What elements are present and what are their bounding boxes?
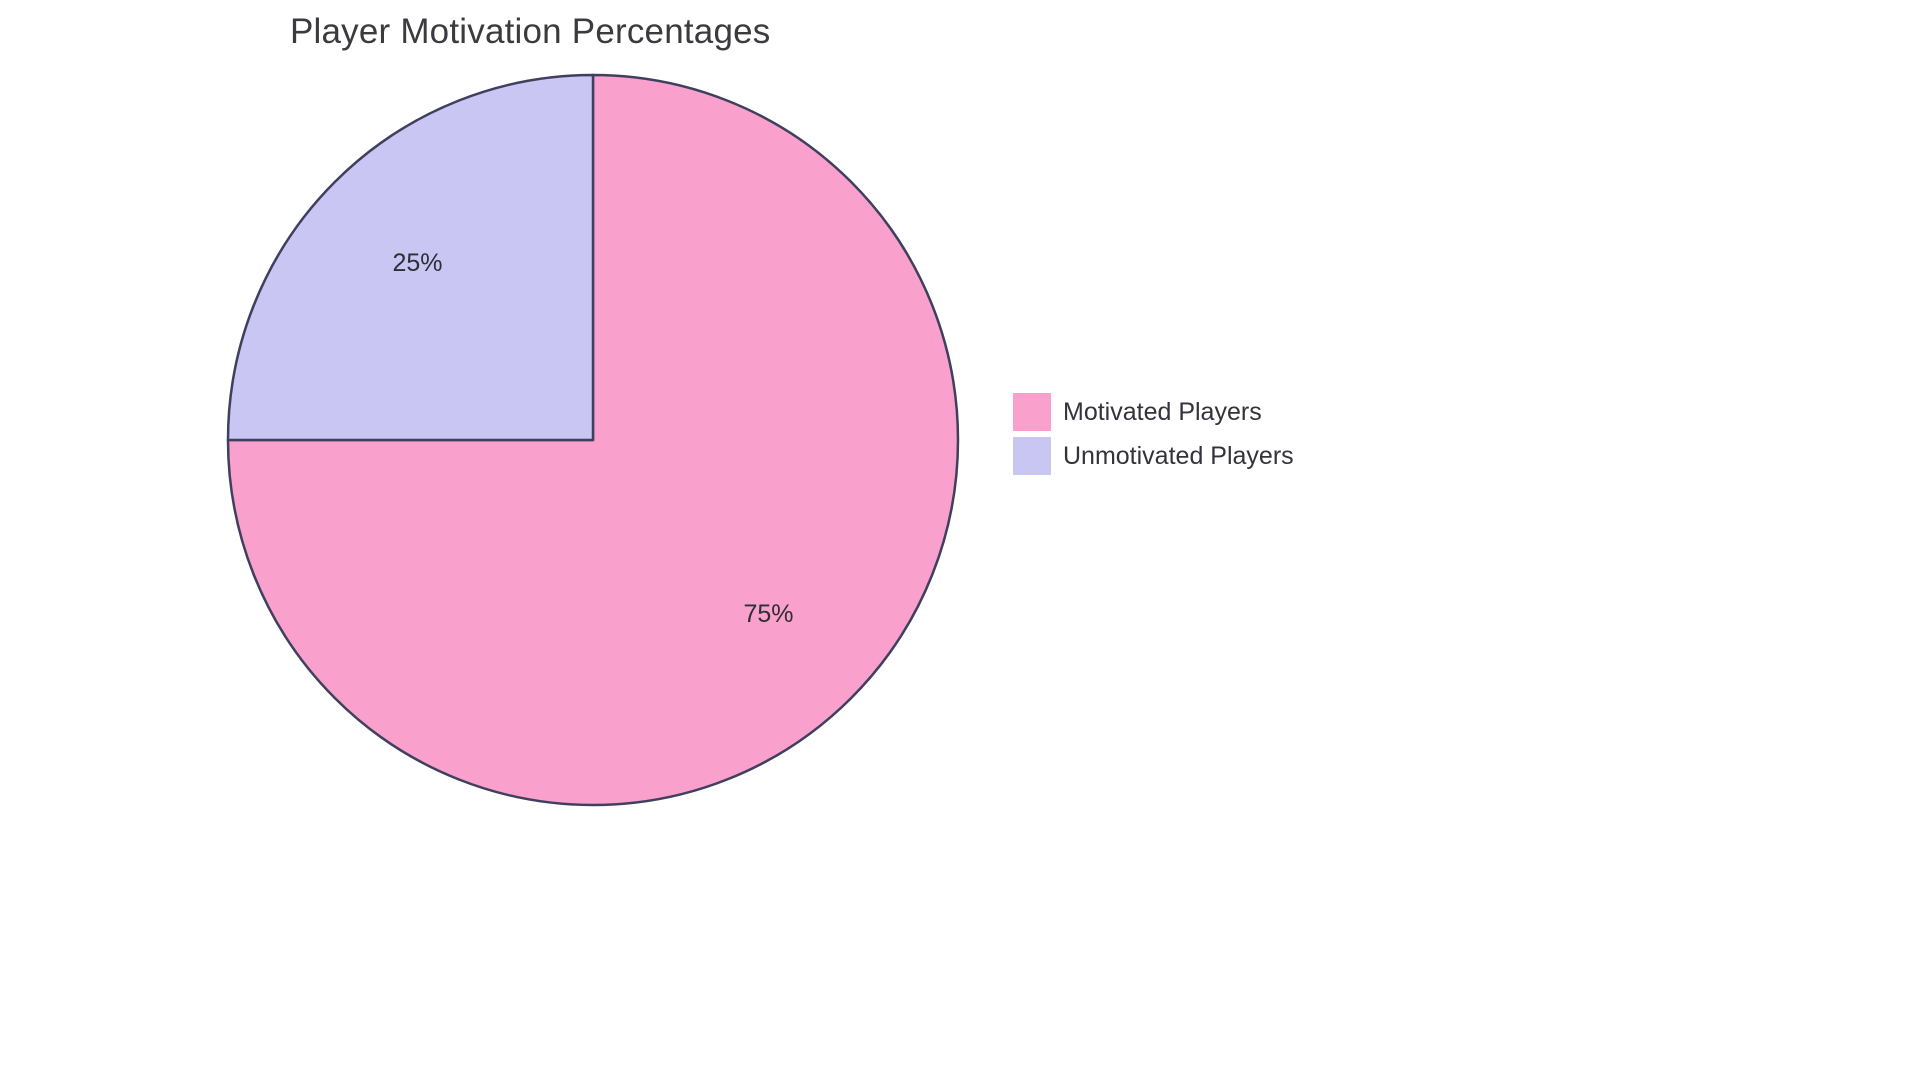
pie-slice-0 — [226, 73, 960, 807]
slice-label-0: 75% — [743, 600, 793, 628]
chart-title: Player Motivation Percentages — [290, 12, 771, 51]
legend-item-unmotivated: Unmotivated Players — [1013, 437, 1294, 475]
legend: Motivated Players Unmotivated Players — [1013, 393, 1294, 475]
legend-label-unmotivated: Unmotivated Players — [1063, 441, 1294, 470]
pie-slice-1 — [226, 73, 595, 442]
legend-swatch-motivated-icon — [1013, 393, 1051, 431]
slice-label-1: 25% — [392, 249, 442, 277]
legend-item-motivated: Motivated Players — [1013, 393, 1294, 431]
legend-label-motivated: Motivated Players — [1063, 397, 1262, 426]
legend-swatch-unmotivated-icon — [1013, 437, 1051, 475]
